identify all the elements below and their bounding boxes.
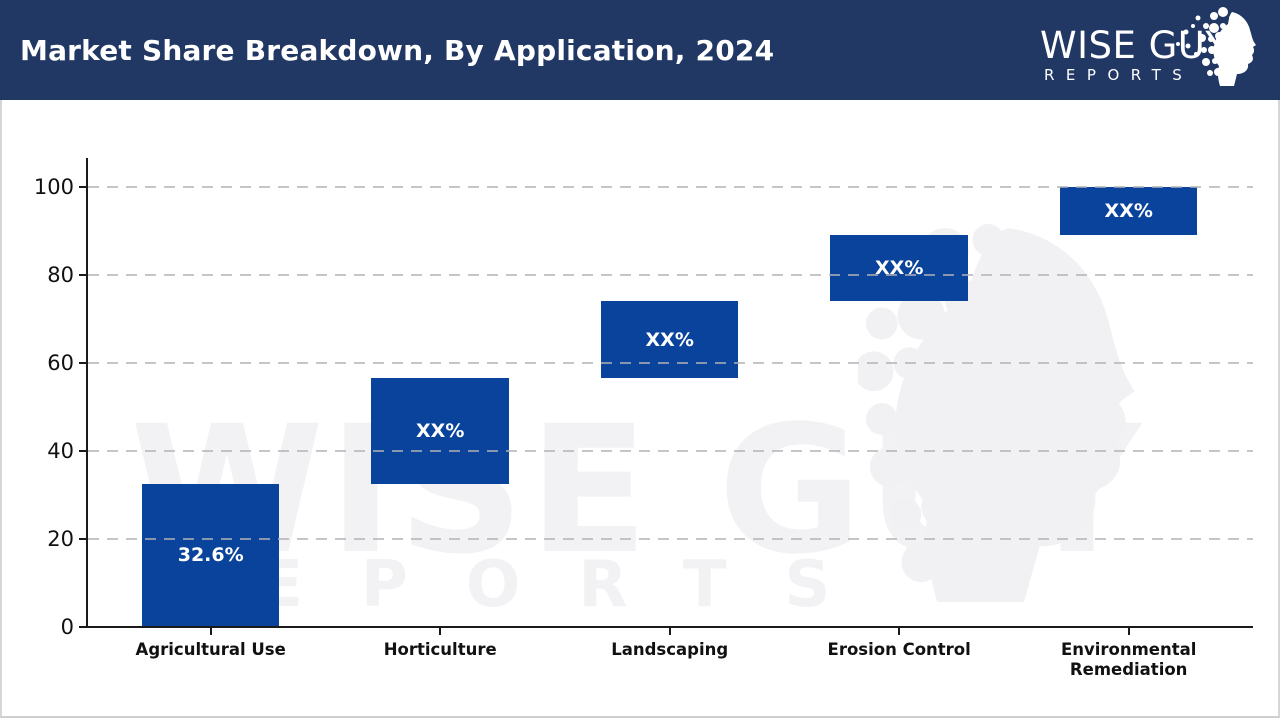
y-tick-80 [79,274,87,276]
y-tick-label-40: 40 [47,439,74,463]
y-tick-label-100: 100 [33,175,74,199]
gridline-100 [88,186,1253,188]
chart-title: Market Share Breakdown, By Application, … [20,33,775,67]
bar-value-label: 32.6% [177,544,244,567]
y-tick-label-80: 80 [47,263,74,287]
y-tick-40 [79,450,87,452]
header-bar: Market Share Breakdown, By Application, … [0,0,1280,100]
y-tick-60 [79,362,87,364]
logo-wordmark: WISE GUY [1040,24,1228,67]
x-tick-1 [439,628,442,635]
gridline-60 [88,362,1253,364]
category-label-1: Horticulture [383,640,497,659]
y-tick-0 [79,626,87,628]
y-axis-line [86,158,88,628]
logo-subtext: REPORTS [1044,66,1193,84]
gridline-80 [88,274,1253,276]
logo-head-icon [1176,7,1256,86]
x-tick-0 [209,628,212,635]
bar-agricultural-use: 32.6% [141,483,280,627]
category-label-4: Environmental Remediation [1060,640,1197,679]
bar-erosion-control: XX% [830,235,968,302]
bar-value-label: XX% [645,328,694,351]
category-label-2: Landscaping [611,640,729,659]
y-tick-label-0: 0 [60,615,74,639]
bar-value-label: XX% [1104,200,1153,223]
bar-horticulture: XX% [371,378,509,484]
bar-environmental-remediation: XX% [1059,187,1198,236]
gridline-40 [88,450,1253,452]
y-tick-100 [79,186,87,188]
bar-value-label: XX% [416,419,465,442]
x-tick-4 [1127,628,1130,635]
bar-value-label: XX% [875,257,924,280]
category-label-0: Agricultural Use [135,640,286,659]
y-tick-label-60: 60 [47,351,74,375]
bar-landscaping: XX% [600,301,739,379]
y-tick-20 [79,538,87,540]
x-tick-3 [898,628,901,635]
y-tick-label-20: 20 [47,527,74,551]
x-tick-2 [668,628,671,635]
wise-guy-reports-logo: WISE GUY REPORTS [1040,7,1256,86]
x-axis-line [86,626,1253,628]
gridline-20 [88,538,1253,540]
category-label-3: Erosion Control [827,640,971,659]
